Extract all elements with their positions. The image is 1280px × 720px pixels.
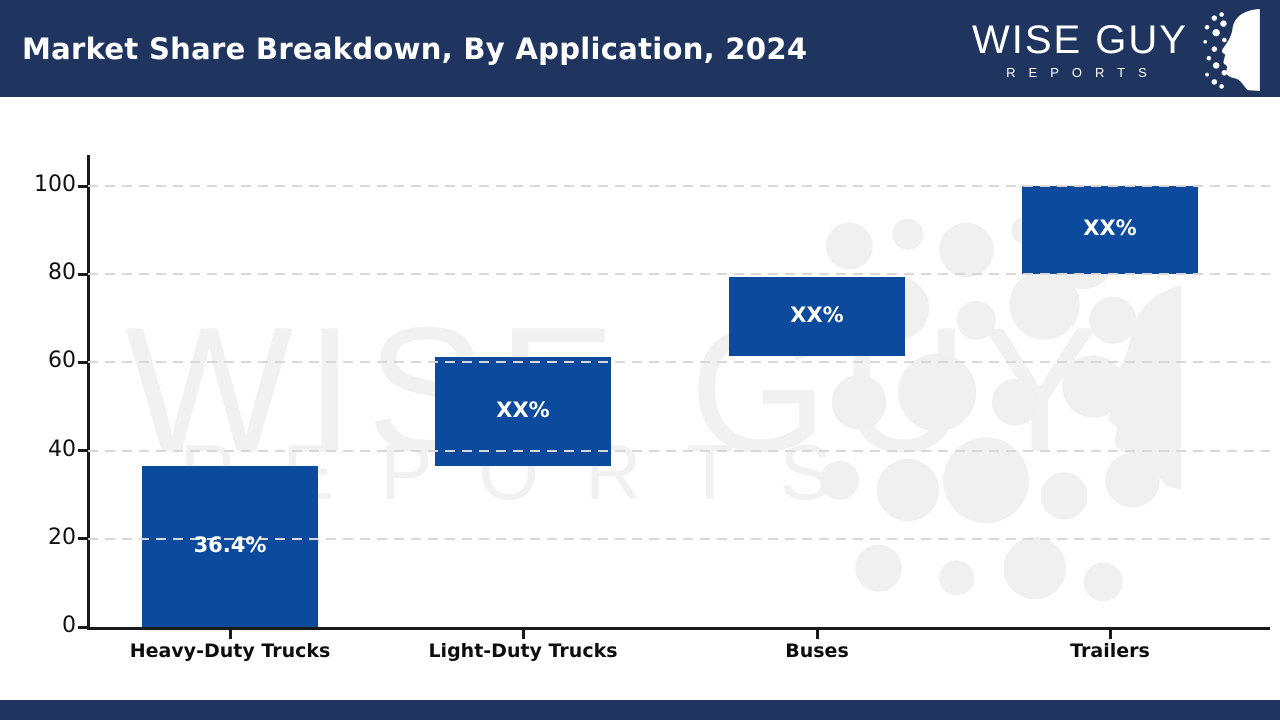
y-tick-label-40: 40 [48,436,76,462]
header-bar: Market Share Breakdown, By Application, … [0,0,1280,97]
bar-trailers [1022,186,1198,275]
gridline-20 [88,537,1270,540]
y-tick-mark-40 [78,449,87,453]
gridline-80 [88,273,1270,276]
x-category-label: Light-Duty Trucks [428,640,618,662]
gridline-60 [88,361,1270,364]
x-category-label: Buses [785,640,849,662]
x-tick-mark-2 [815,630,819,639]
gridline-100 [88,185,1270,187]
x-category-label: Heavy-Duty Trucks [129,640,331,662]
chart-area: WISE GUY REPORTS 0 20 40 60 80 100 36.4% Heavy-… [0,97,1280,700]
x-category-label: Trailers [1070,640,1150,662]
wiseguy-face-icon [1203,9,1260,91]
y-tick-label-80: 80 [48,260,76,286]
y-tick-label-0: 0 [62,613,76,638]
footer-bar [0,700,1280,720]
brand-logo-text: WISE GUY REPORTS [972,20,1188,80]
y-tick-mark-80 [78,272,87,276]
bar-light-duty-trucks [435,356,611,467]
bar-value-label: XX% [790,302,844,327]
y-tick-label-60: 60 [48,348,76,374]
x-tick-mark-1 [521,630,525,639]
gridline-40 [88,449,1270,452]
x-tick-mark-0 [228,630,232,639]
y-tick-mark-100 [78,184,87,188]
bar-heavy-duty-trucks [142,466,318,627]
bar-value-label: 36.4% [193,532,267,557]
bar-value-label: XX% [496,397,550,422]
y-axis-line [87,155,90,630]
brand-logo: WISE GUY REPORTS [972,8,1264,92]
bar-value-label: XX% [1083,216,1137,241]
brand-name: WISE GUY [971,18,1188,62]
y-tick-label-20: 20 [48,524,76,550]
y-tick-mark-60 [78,360,87,364]
y-tick-mark-0 [78,625,87,629]
brand-subtitle: REPORTS [1006,65,1160,80]
y-tick-mark-20 [78,537,87,541]
x-axis-line [88,627,1270,630]
y-tick-label-100: 100 [34,172,76,197]
bar-buses [729,276,905,357]
x-tick-mark-3 [1108,630,1112,639]
page-title: Market Share Breakdown, By Application, … [22,31,808,66]
